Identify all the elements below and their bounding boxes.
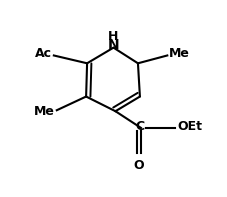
Text: Me: Me	[169, 47, 190, 60]
Text: O: O	[134, 159, 144, 172]
Text: Ac: Ac	[35, 47, 52, 60]
Text: OEt: OEt	[177, 120, 202, 133]
Text: H: H	[108, 30, 119, 43]
Text: C: C	[135, 120, 144, 133]
Text: Me: Me	[34, 105, 55, 118]
Text: N: N	[108, 38, 119, 52]
